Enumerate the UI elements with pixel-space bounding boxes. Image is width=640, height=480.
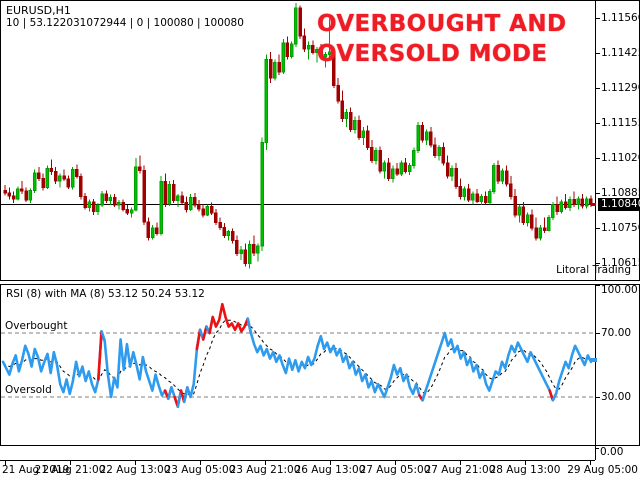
time-tick-label: 23 Aug 05:00: [164, 464, 236, 476]
oversold-label: Oversold: [5, 384, 52, 396]
price-tick-label: 1.11155: [601, 117, 640, 129]
time-tick-mark: [460, 460, 461, 465]
time-tick-mark: [590, 460, 591, 465]
symbol-period-label: EURUSD,H1: [6, 4, 71, 17]
rsi-alert-segment: [208, 302, 253, 335]
price-tick-mark: [596, 18, 600, 19]
time-tick-label: 21 Aug 2019: [2, 464, 70, 476]
price-tick-mark: [596, 53, 600, 54]
price-tick-label: 1.11020: [601, 152, 640, 164]
price-tick-label: 1.10885: [601, 187, 640, 199]
price-candlestick-plot[interactable]: [1, 1, 595, 280]
rsi-zero-tick: [595, 448, 599, 449]
time-tick-mark: [395, 460, 396, 465]
time-axis: 0.00 21 Aug 2019 21 Aug 21:00 22 Aug 13:00…: [0, 446, 640, 480]
rsi-tick-mark: [596, 397, 600, 398]
price-tick-mark: [596, 263, 600, 264]
overlay-title: OVERBOUGHT AND OVERSOLD MODE: [317, 9, 587, 69]
data-window-values: 10 | 53.122031072944 | 0 | 100080 | 1000…: [6, 17, 244, 29]
time-tick-mark: [330, 460, 331, 465]
price-tick-label: 1.11425: [601, 47, 640, 59]
current-price-marker: [591, 203, 596, 206]
rsi-normal-segment: [1, 330, 103, 396]
overlay-title-line2: OVERSOLD MODE: [317, 41, 548, 67]
time-tick-mark: [5, 460, 6, 465]
price-tick-label: 1.10750: [601, 222, 640, 234]
price-chart-panel[interactable]: EURUSD,H1 10 | 53.122031072944 | 0 | 100…: [0, 0, 640, 281]
time-tick-label: 29 Aug 05:00: [567, 464, 638, 476]
rsi-normal-segment: [551, 344, 593, 402]
price-tick-mark: [596, 123, 600, 124]
time-tick-mark: [70, 460, 71, 465]
rsi-plot[interactable]: [1, 285, 595, 445]
rsi-tick-label: 100.00: [601, 284, 638, 296]
rsi-indicator-panel[interactable]: RSI (8) with MA (8) 53.12 50.24 53.12 10…: [0, 284, 640, 446]
rsi-normal-segment: [246, 317, 424, 402]
price-tick-mark: [596, 228, 600, 229]
rsi-tick-label: 70.00: [601, 327, 632, 339]
time-axis-right-edge: [595, 446, 596, 460]
current-price-chip: 1.10840: [598, 198, 640, 211]
overlay-title-line1: OVERBOUGHT AND: [317, 11, 567, 37]
rsi-axis-separator: [595, 285, 596, 445]
price-tick-mark: [596, 88, 600, 89]
time-tick-label: 21 Aug 21:00: [34, 464, 106, 476]
rsi-normal-segment: [421, 331, 555, 402]
rsi-tick-label: 30.00: [601, 391, 632, 403]
time-tick-label: 28 Aug 13:00: [489, 464, 561, 476]
time-tick-label: 27 Aug 21:00: [424, 464, 496, 476]
price-tick-mark: [596, 193, 600, 194]
time-tick-label: 27 Aug 05:00: [359, 464, 431, 476]
rsi-tick-mark: [596, 285, 600, 286]
price-tick-label: 1.11290: [601, 82, 640, 94]
time-tick-mark: [525, 460, 526, 465]
price-tick-label: 1.10615: [601, 257, 640, 269]
rsi-current-value-marker: [590, 358, 597, 362]
time-tick-label: 22 Aug 13:00: [99, 464, 171, 476]
price-tick-label: 1.11560: [601, 12, 640, 24]
time-tick-mark: [135, 460, 136, 465]
price-tick-mark: [596, 158, 600, 159]
time-tick-label: 23 Aug 21:00: [229, 464, 301, 476]
time-tick-mark: [265, 460, 266, 465]
time-axis-line: [0, 460, 595, 461]
time-tick-label: 26 Aug 13:00: [294, 464, 366, 476]
price-axis-separator: [595, 1, 596, 280]
rsi-normal-segment: [100, 330, 170, 400]
overbought-label: Overbought: [5, 320, 68, 332]
rsi-tick-mark: [596, 333, 600, 334]
time-tick-mark: [200, 460, 201, 465]
broker-watermark: Litoral Trading: [556, 264, 631, 276]
rsi-indicator-label: RSI (8) with MA (8) 53.12 50.24 53.12: [6, 288, 205, 300]
rsi-zero-label: 0.00: [600, 446, 624, 458]
